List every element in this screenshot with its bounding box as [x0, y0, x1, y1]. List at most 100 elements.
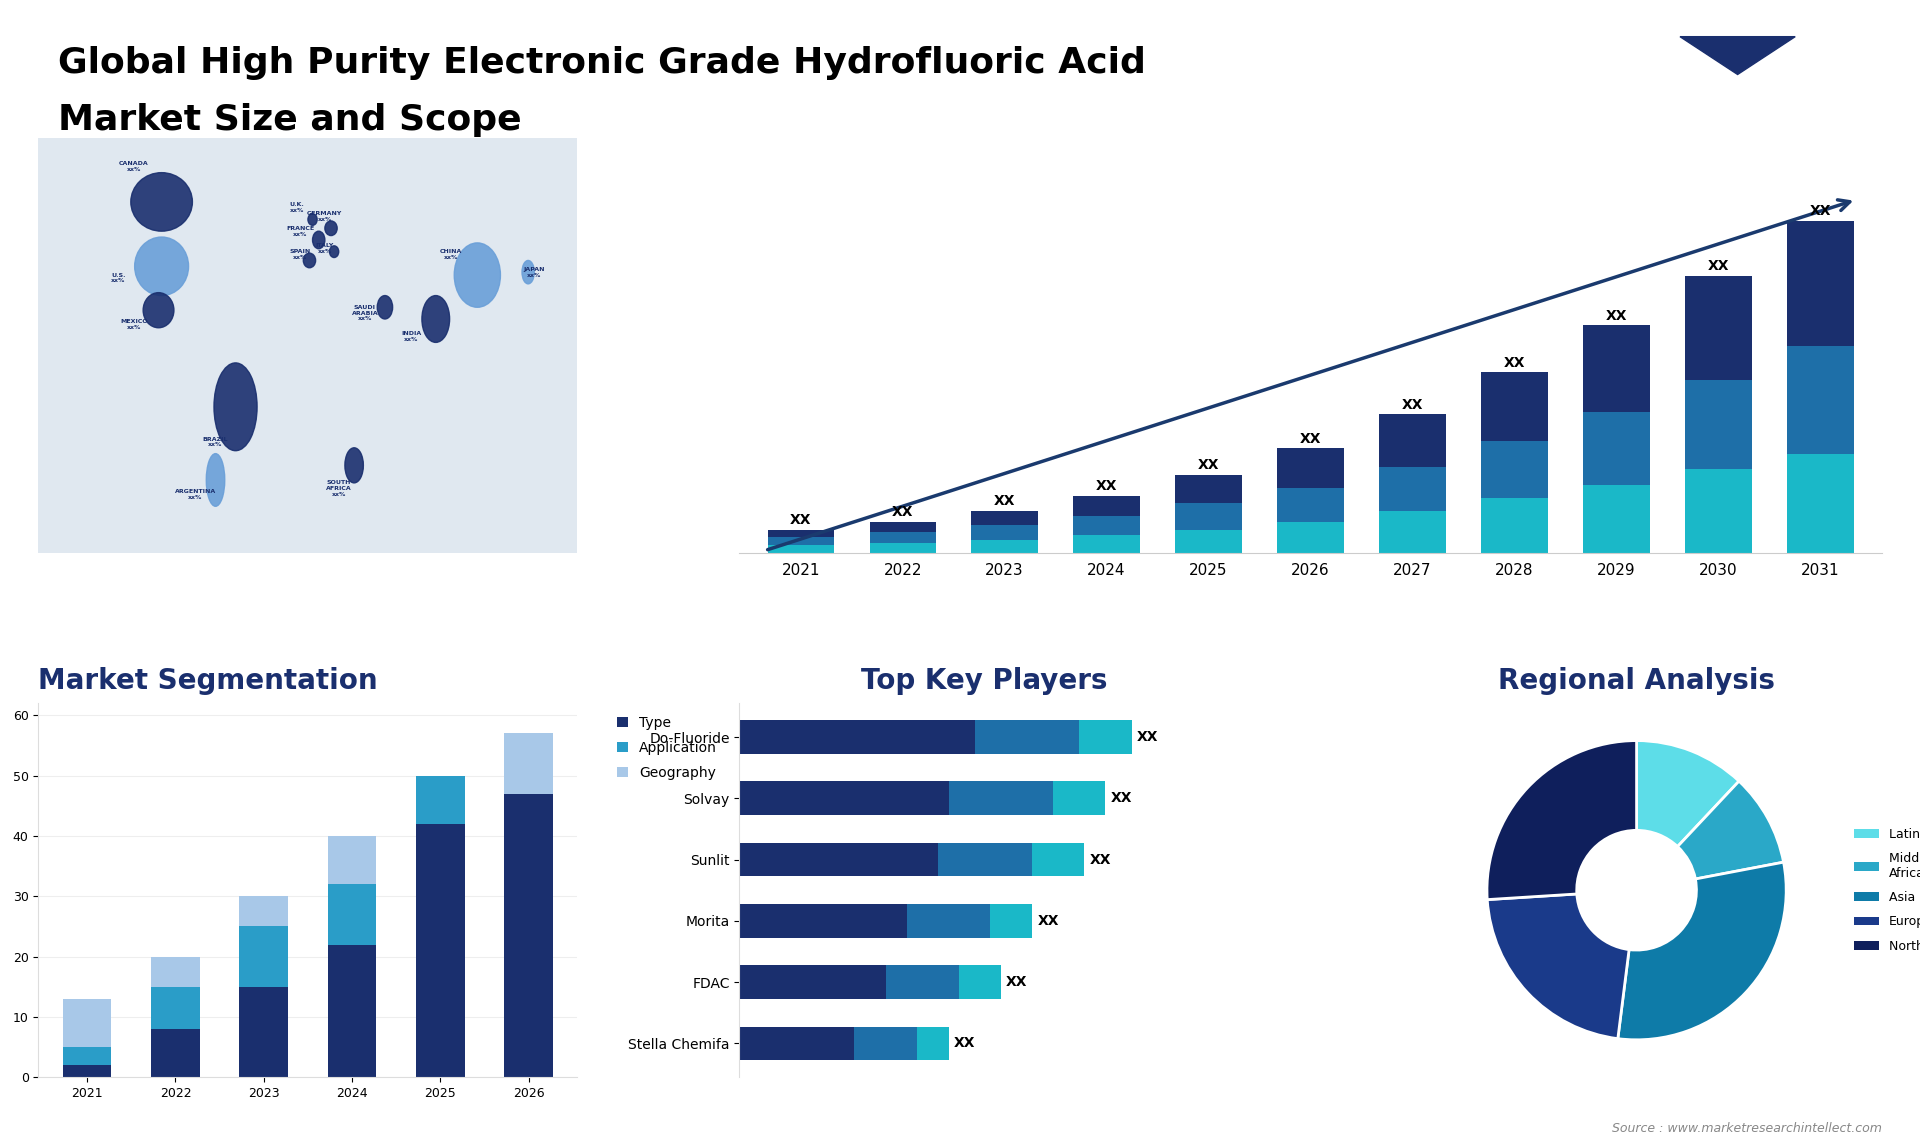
Bar [1379, 511, 1446, 554]
Bar [152, 987, 200, 1029]
Bar [1686, 470, 1751, 554]
Bar [975, 720, 1079, 754]
Text: INDIA
xx%: INDIA xx% [401, 331, 420, 342]
Text: Market Size and Scope: Market Size and Scope [58, 103, 520, 138]
Bar [906, 904, 991, 937]
Bar [1277, 448, 1344, 488]
Ellipse shape [330, 245, 338, 258]
Text: XX: XX [954, 1036, 975, 1051]
Bar [1379, 466, 1446, 511]
Bar [1482, 440, 1548, 499]
Ellipse shape [376, 296, 392, 319]
Text: Market Segmentation: Market Segmentation [38, 667, 378, 696]
Text: CHINA
xx%: CHINA xx% [440, 249, 463, 260]
Text: JAPAN
xx%: JAPAN xx% [524, 267, 545, 277]
Ellipse shape [522, 260, 534, 284]
Bar [948, 782, 1052, 815]
Bar [1788, 221, 1853, 346]
Bar [739, 904, 906, 937]
Bar [1052, 782, 1106, 815]
Bar [972, 540, 1037, 554]
Text: XX: XX [1137, 730, 1158, 744]
Text: XX: XX [1707, 259, 1730, 273]
Ellipse shape [131, 173, 192, 231]
Ellipse shape [313, 231, 324, 249]
Bar [768, 529, 833, 537]
Title: Regional Analysis: Regional Analysis [1498, 667, 1776, 696]
Bar [1073, 517, 1140, 535]
Bar [328, 835, 376, 885]
Wedge shape [1678, 782, 1784, 879]
Text: MEXICO
xx%: MEXICO xx% [121, 320, 148, 330]
Polygon shape [1622, 37, 1853, 112]
Text: XX: XX [1198, 458, 1219, 472]
Text: XX: XX [1402, 398, 1423, 411]
Bar [240, 926, 288, 987]
Bar [739, 782, 948, 815]
Bar [1482, 372, 1548, 440]
Bar [870, 543, 935, 554]
Bar [1033, 842, 1085, 877]
Bar [870, 532, 935, 543]
Bar [1584, 485, 1649, 554]
Ellipse shape [303, 253, 315, 268]
Bar [854, 1027, 918, 1060]
Bar [1175, 529, 1242, 554]
Bar [1482, 499, 1548, 554]
Legend: Latin America, Middle East &
Africa, Asia Pacific, Europe, North America: Latin America, Middle East & Africa, Asi… [1849, 823, 1920, 958]
Wedge shape [1619, 862, 1786, 1039]
Bar [152, 1029, 200, 1077]
Bar [972, 525, 1037, 540]
Wedge shape [1486, 740, 1636, 900]
Text: XX: XX [1110, 791, 1133, 806]
Bar [328, 944, 376, 1077]
Bar [152, 957, 200, 987]
Bar [918, 1027, 948, 1060]
Wedge shape [1488, 894, 1628, 1038]
Ellipse shape [455, 243, 501, 307]
Ellipse shape [324, 221, 338, 236]
Bar [417, 776, 465, 824]
Text: XX: XX [995, 494, 1016, 508]
Bar [417, 824, 465, 1077]
Bar [1379, 415, 1446, 466]
Text: ITALY
xx%: ITALY xx% [315, 243, 334, 254]
Bar [63, 999, 111, 1047]
Text: XX: XX [1605, 308, 1628, 323]
Ellipse shape [205, 454, 225, 507]
Text: XX: XX [1037, 913, 1060, 928]
Text: FRANCE
xx%: FRANCE xx% [286, 226, 315, 236]
Bar [739, 720, 975, 754]
Text: BRAZIL
xx%: BRAZIL xx% [204, 437, 228, 447]
Legend: Type, Application, Geography: Type, Application, Geography [611, 711, 722, 785]
Ellipse shape [422, 296, 449, 343]
Bar [739, 1027, 854, 1060]
Bar [1277, 521, 1344, 554]
Bar [1686, 276, 1751, 380]
Bar [739, 842, 939, 877]
Ellipse shape [213, 363, 257, 450]
Bar [1277, 488, 1344, 521]
Bar [1175, 474, 1242, 503]
Bar [63, 1047, 111, 1065]
Text: SPAIN
xx%: SPAIN xx% [290, 249, 311, 260]
Text: XX: XX [1006, 975, 1027, 989]
Ellipse shape [346, 448, 363, 482]
Text: U.S.
xx%: U.S. xx% [111, 273, 125, 283]
Bar [505, 733, 553, 794]
Text: XX: XX [1096, 479, 1117, 493]
Bar [1175, 503, 1242, 529]
Text: CANADA
xx%: CANADA xx% [119, 162, 148, 172]
Text: SAUDI
ARABIA
xx%: SAUDI ARABIA xx% [351, 305, 378, 321]
Text: SOUTH
AFRICA
xx%: SOUTH AFRICA xx% [326, 480, 351, 497]
Wedge shape [1636, 740, 1740, 847]
Ellipse shape [144, 292, 175, 328]
Bar [240, 896, 288, 926]
Text: U.K.
xx%: U.K. xx% [290, 203, 305, 213]
Text: XX: XX [1811, 204, 1832, 218]
Text: GERMANY
xx%: GERMANY xx% [307, 211, 342, 222]
Bar [870, 521, 935, 532]
Text: MARKET
RESEARCH
INTELLECT: MARKET RESEARCH INTELLECT [1715, 89, 1761, 123]
Bar [240, 987, 288, 1077]
Text: XX: XX [893, 505, 914, 519]
